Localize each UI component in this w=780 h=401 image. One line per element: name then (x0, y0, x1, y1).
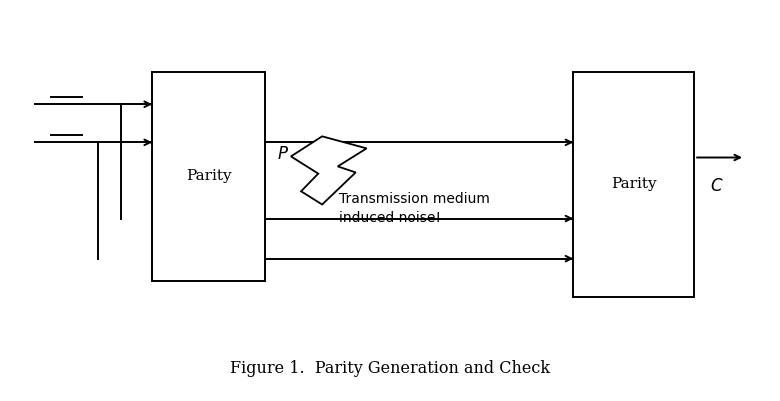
Text: $C$: $C$ (710, 178, 723, 195)
Text: Figure 1.  Parity Generation and Check: Figure 1. Parity Generation and Check (230, 360, 550, 377)
Bar (573, 72, 694, 297)
Polygon shape (291, 136, 367, 205)
Text: Parity: Parity (186, 170, 232, 183)
Text: Transmission medium
induced noise!: Transmission medium induced noise! (339, 192, 490, 225)
Text: Parity: Parity (612, 178, 657, 191)
Bar (152, 72, 265, 281)
Text: $P$: $P$ (277, 146, 289, 163)
